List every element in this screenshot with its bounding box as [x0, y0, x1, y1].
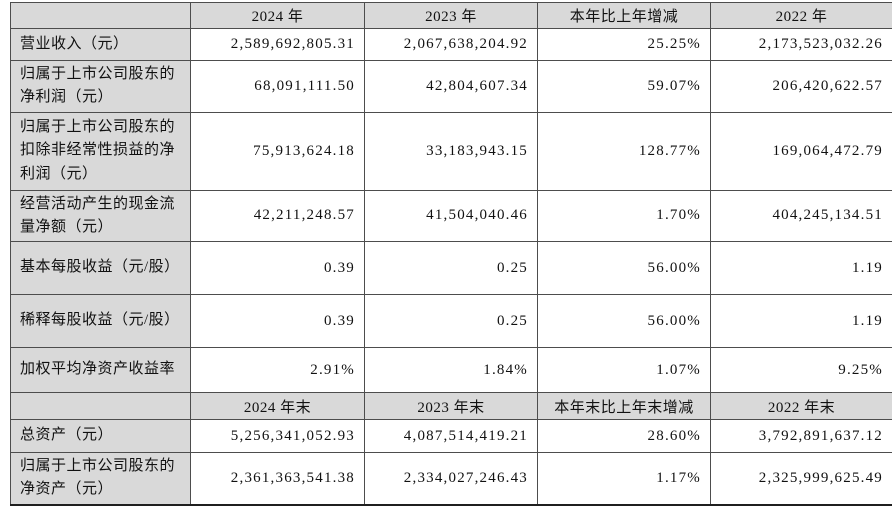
header-2022: 2022 年 — [711, 3, 892, 29]
annual-header-row: 2024 年 2023 年 本年比上年增减 2022 年 — [11, 3, 892, 29]
cell-value: 68,091,111.50 — [191, 61, 365, 113]
cell-value: 2.91% — [191, 348, 365, 393]
row-label-operating-cash-flow: 经营活动产生的现金流量净额（元） — [11, 190, 191, 242]
cell-value: 56.00% — [538, 295, 711, 348]
cell-value: 1.07% — [538, 348, 711, 393]
cell-value: 0.25 — [365, 242, 538, 295]
row-label-weighted-avg-roe: 加权平均净资产收益率 — [11, 348, 191, 393]
row-label-net-profit-excl-nonrecurring: 归属于上市公司股东的扣除非经常性损益的净利润（元） — [11, 112, 191, 190]
header-2023-year-end: 2023 年末 — [365, 393, 538, 420]
header-2024: 2024 年 — [191, 3, 365, 29]
cell-value: 2,334,027,246.43 — [365, 453, 538, 505]
cell-value: 9.25% — [711, 348, 892, 393]
header-2022-year-end: 2022 年末 — [711, 393, 892, 420]
cell-value: 2,173,523,032.26 — [711, 29, 892, 61]
cell-value: 169,064,472.79 — [711, 112, 892, 190]
table-row: 加权平均净资产收益率 2.91% 1.84% 1.07% 9.25% — [11, 348, 892, 393]
cell-value: 404,245,134.51 — [711, 190, 892, 242]
table-row: 归属于上市公司股东的净资产（元） 2,361,363,541.38 2,334,… — [11, 453, 892, 505]
cell-value: 128.77% — [538, 112, 711, 190]
cell-value: 56.00% — [538, 242, 711, 295]
header-blank-cell — [11, 393, 191, 420]
cell-value: 2,589,692,805.31 — [191, 29, 365, 61]
table-row: 基本每股收益（元/股） 0.39 0.25 56.00% 1.19 — [11, 242, 892, 295]
cell-value: 1.19 — [711, 295, 892, 348]
cell-value: 0.25 — [365, 295, 538, 348]
table-row: 归属于上市公司股东的扣除非经常性损益的净利润（元） 75,913,624.18 … — [11, 112, 892, 190]
row-label-diluted-eps: 稀释每股收益（元/股） — [11, 295, 191, 348]
table-row: 营业收入（元） 2,589,692,805.31 2,067,638,204.9… — [11, 29, 892, 61]
header-blank-cell — [11, 3, 191, 29]
cell-value: 1.84% — [365, 348, 538, 393]
row-label-basic-eps: 基本每股收益（元/股） — [11, 242, 191, 295]
cell-value: 25.25% — [538, 29, 711, 61]
cell-value: 1.70% — [538, 190, 711, 242]
cell-value: 42,211,248.57 — [191, 190, 365, 242]
cell-value: 33,183,943.15 — [365, 112, 538, 190]
header-2024-year-end: 2024 年末 — [191, 393, 365, 420]
cell-value: 41,504,040.46 — [365, 190, 538, 242]
row-label-net-assets: 归属于上市公司股东的净资产（元） — [11, 453, 191, 505]
row-label-total-assets: 总资产（元） — [11, 420, 191, 453]
cell-value: 1.17% — [538, 453, 711, 505]
header-2023: 2023 年 — [365, 3, 538, 29]
key-accounting-data-table: 2024 年 2023 年 本年比上年增减 2022 年 营业收入（元） 2,5… — [10, 2, 892, 506]
header-yoy-change: 本年比上年增减 — [538, 3, 711, 29]
table-row: 经营活动产生的现金流量净额（元） 42,211,248.57 41,504,04… — [11, 190, 892, 242]
table-row: 归属于上市公司股东的净利润（元） 68,091,111.50 42,804,60… — [11, 61, 892, 113]
row-label-operating-revenue: 营业收入（元） — [11, 29, 191, 61]
cell-value: 42,804,607.34 — [365, 61, 538, 113]
cell-value: 1.19 — [711, 242, 892, 295]
cell-value: 2,325,999,625.49 — [711, 453, 892, 505]
cell-value: 75,913,624.18 — [191, 112, 365, 190]
cell-value: 5,256,341,052.93 — [191, 420, 365, 453]
cell-value: 59.07% — [538, 61, 711, 113]
cell-value: 3,792,891,637.12 — [711, 420, 892, 453]
cell-value: 2,361,363,541.38 — [191, 453, 365, 505]
cell-value: 4,087,514,419.21 — [365, 420, 538, 453]
header-year-end-change: 本年末比上年末增减 — [538, 393, 711, 420]
table-row: 稀释每股收益（元/股） 0.39 0.25 56.00% 1.19 — [11, 295, 892, 348]
cell-value: 28.60% — [538, 420, 711, 453]
cell-value: 206,420,622.57 — [711, 61, 892, 113]
year-end-header-row: 2024 年末 2023 年末 本年末比上年末增减 2022 年末 — [11, 393, 892, 420]
row-label-net-profit: 归属于上市公司股东的净利润（元） — [11, 61, 191, 113]
cell-value: 0.39 — [191, 242, 365, 295]
cell-value: 0.39 — [191, 295, 365, 348]
table-row: 总资产（元） 5,256,341,052.93 4,087,514,419.21… — [11, 420, 892, 453]
cell-value: 2,067,638,204.92 — [365, 29, 538, 61]
